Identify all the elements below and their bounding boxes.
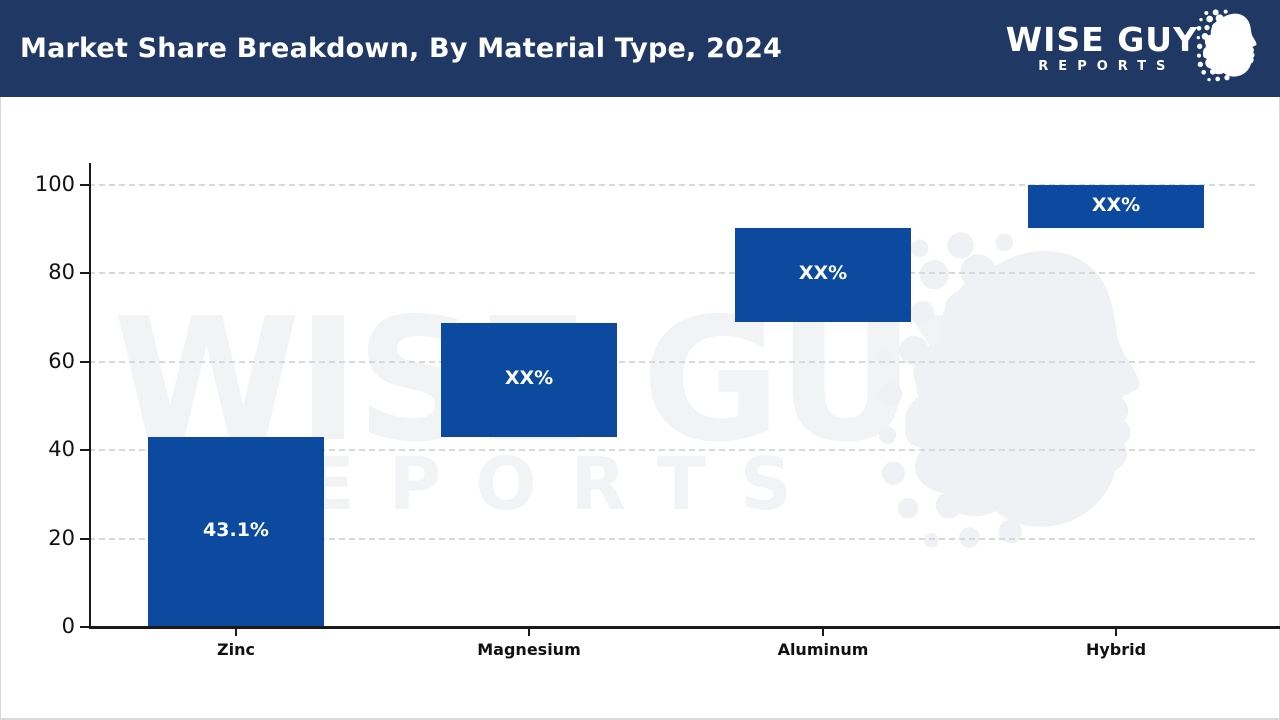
y-axis-tick bbox=[80, 537, 89, 540]
bar-value-label: XX% bbox=[504, 367, 554, 389]
header-bar: Market Share Breakdown, By Material Type… bbox=[0, 0, 1280, 97]
x-axis-spine bbox=[89, 626, 1280, 629]
brand-logo-text: WISE GUY REPORTS bbox=[1005, 19, 1198, 75]
bar-value-label: XX% bbox=[798, 262, 848, 284]
gridline-60 bbox=[89, 360, 1255, 363]
y-tick-label: 20 bbox=[48, 525, 75, 550]
bar-value-label: XX% bbox=[1091, 194, 1141, 216]
y-axis-tick bbox=[80, 449, 89, 452]
bar-hybrid bbox=[1028, 185, 1204, 228]
brand-subtitle: REPORTS bbox=[1038, 59, 1176, 75]
y-tick-label: 0 bbox=[61, 614, 75, 638]
gridline-100 bbox=[89, 184, 1255, 187]
page-title: Market Share Breakdown, By Material Type… bbox=[20, 33, 783, 64]
gridline-80 bbox=[89, 272, 1255, 275]
brand-logo: WISE GUY REPORTS bbox=[1006, 6, 1266, 92]
x-tick-label: Aluminum bbox=[777, 640, 869, 659]
x-axis-tick bbox=[235, 627, 237, 636]
x-tick-label: Hybrid bbox=[1085, 640, 1147, 659]
x-axis-tick bbox=[528, 627, 530, 636]
x-axis-tick bbox=[1115, 627, 1117, 636]
gridline-20 bbox=[89, 537, 1255, 540]
chart-canvas: WISE GUY REPORTS 0 20 40 60 80 100 43.1% Zinc XX… bbox=[0, 97, 1280, 720]
y-tick-label: 40 bbox=[48, 437, 75, 462]
y-axis-tick bbox=[80, 272, 89, 275]
x-axis-tick bbox=[822, 627, 824, 636]
x-tick-label: Zinc bbox=[217, 640, 255, 659]
y-axis-tick bbox=[80, 360, 89, 363]
x-tick-label: Magnesium bbox=[477, 640, 581, 659]
gridline-40 bbox=[89, 449, 1255, 452]
brand-name: WISE GUY bbox=[1005, 19, 1198, 59]
y-axis-tick bbox=[80, 626, 89, 628]
y-tick-label: 60 bbox=[48, 348, 75, 373]
y-axis-spine bbox=[89, 163, 91, 629]
y-axis-tick bbox=[80, 184, 89, 187]
brand-face-icon bbox=[1196, 8, 1257, 81]
y-tick-label: 100 bbox=[34, 172, 75, 197]
y-tick-label: 80 bbox=[48, 260, 75, 285]
bar-value-label: 43.1% bbox=[203, 519, 269, 541]
bar-zinc bbox=[148, 437, 324, 627]
bar-magnesium bbox=[441, 323, 617, 437]
bar-aluminum bbox=[735, 228, 911, 322]
